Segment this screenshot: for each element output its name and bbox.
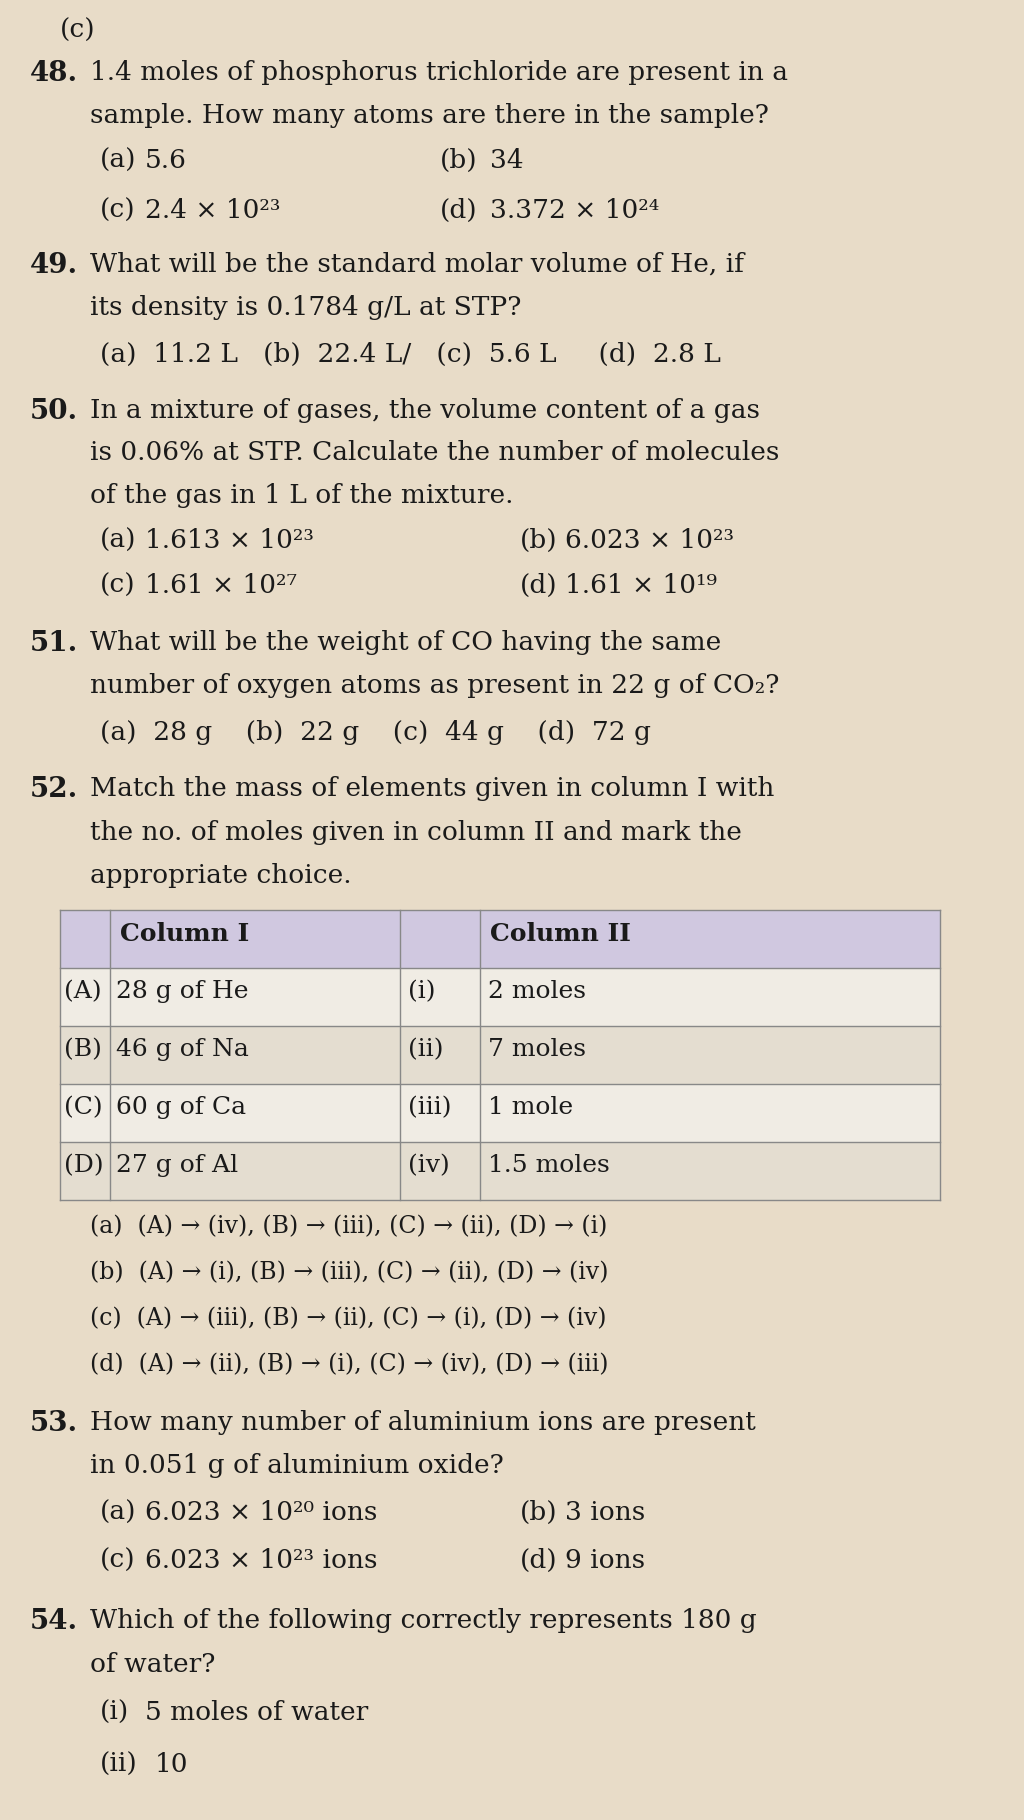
- Text: 1.5 moles: 1.5 moles: [488, 1154, 609, 1178]
- Text: 53.: 53.: [30, 1410, 78, 1438]
- Text: 51.: 51.: [30, 630, 78, 657]
- Text: 1.61 × 10²⁷: 1.61 × 10²⁷: [145, 573, 297, 599]
- Text: 50.: 50.: [30, 399, 78, 426]
- Bar: [60, 1026, 940, 1085]
- Text: 28 g of He: 28 g of He: [116, 979, 249, 1003]
- Text: 6.023 × 10²³: 6.023 × 10²³: [565, 528, 734, 553]
- Text: of water?: of water?: [90, 1653, 215, 1676]
- Text: 52.: 52.: [30, 775, 78, 803]
- Text: sample. How many atoms are there in the sample?: sample. How many atoms are there in the …: [90, 104, 769, 127]
- Text: Column I: Column I: [120, 923, 249, 946]
- Bar: [60, 968, 940, 1026]
- Text: (a)  28 g    (b)  22 g    (c)  44 g    (d)  72 g: (a) 28 g (b) 22 g (c) 44 g (d) 72 g: [100, 721, 651, 744]
- Text: of the gas in 1 L of the mixture.: of the gas in 1 L of the mixture.: [90, 482, 513, 508]
- Text: 5.6: 5.6: [145, 147, 186, 173]
- Text: 7 moles: 7 moles: [488, 1037, 586, 1061]
- Text: (iv): (iv): [408, 1154, 450, 1178]
- Text: 60 g of Ca: 60 g of Ca: [116, 1096, 246, 1119]
- Text: 34: 34: [490, 147, 523, 173]
- Bar: [60, 910, 940, 968]
- Text: (b): (b): [520, 528, 558, 553]
- Text: (c): (c): [100, 1549, 135, 1572]
- Text: 6.023 × 10²⁰ ions: 6.023 × 10²⁰ ions: [145, 1500, 378, 1525]
- Text: 5 moles of water: 5 moles of water: [145, 1700, 369, 1725]
- Text: 46 g of Na: 46 g of Na: [116, 1037, 249, 1061]
- Text: (iii): (iii): [408, 1096, 452, 1119]
- Text: the no. of moles given in column II and mark the: the no. of moles given in column II and …: [90, 821, 741, 844]
- Text: (a): (a): [100, 528, 136, 553]
- Text: (d): (d): [520, 573, 558, 599]
- Text: (a)  11.2 L   (b)  22.4 L/   (c)  5.6 L     (d)  2.8 L: (a) 11.2 L (b) 22.4 L/ (c) 5.6 L (d) 2.8…: [100, 342, 721, 368]
- Text: 1.61 × 10¹⁹: 1.61 × 10¹⁹: [565, 573, 717, 599]
- Text: (D): (D): [63, 1154, 103, 1178]
- Text: (b)  (A) → (i), (B) → (iii), (C) → (ii), (D) → (iv): (b) (A) → (i), (B) → (iii), (C) → (ii), …: [90, 1261, 608, 1283]
- Text: 54.: 54.: [30, 1609, 78, 1634]
- Text: (ii): (ii): [408, 1037, 443, 1061]
- Bar: [60, 1141, 940, 1199]
- Text: (a)  (A) → (iv), (B) → (iii), (C) → (ii), (D) → (i): (a) (A) → (iv), (B) → (iii), (C) → (ii),…: [90, 1216, 607, 1238]
- Text: (b): (b): [520, 1500, 558, 1525]
- Text: 1.4 moles of phosphorus trichloride are present in a: 1.4 moles of phosphorus trichloride are …: [90, 60, 788, 86]
- Text: Column II: Column II: [490, 923, 631, 946]
- Text: 3 ions: 3 ions: [565, 1500, 645, 1525]
- Text: What will be the standard molar volume of He, if: What will be the standard molar volume o…: [90, 251, 743, 277]
- Text: number of oxygen atoms as present in 22 g of CO₂?: number of oxygen atoms as present in 22 …: [90, 673, 779, 699]
- Text: 10: 10: [155, 1753, 188, 1776]
- Text: 9 ions: 9 ions: [565, 1549, 645, 1572]
- Text: Which of the following correctly represents 180 g: Which of the following correctly represe…: [90, 1609, 757, 1633]
- Text: its density is 0.1784 g/L at STP?: its density is 0.1784 g/L at STP?: [90, 295, 521, 320]
- Text: (i): (i): [408, 979, 435, 1003]
- Text: 6.023 × 10²³ ions: 6.023 × 10²³ ions: [145, 1549, 378, 1572]
- Text: in 0.051 g of aluminium oxide?: in 0.051 g of aluminium oxide?: [90, 1452, 504, 1478]
- Text: (a): (a): [100, 1500, 136, 1525]
- Text: 1.613 × 10²³: 1.613 × 10²³: [145, 528, 314, 553]
- Text: (c)  (A) → (iii), (B) → (ii), (C) → (i), (D) → (iv): (c) (A) → (iii), (B) → (ii), (C) → (i), …: [90, 1307, 606, 1330]
- Bar: [60, 1085, 940, 1141]
- Text: is 0.06% at STP. Calculate the number of molecules: is 0.06% at STP. Calculate the number of…: [90, 440, 779, 464]
- Text: (d)  (A) → (ii), (B) → (i), (C) → (iv), (D) → (iii): (d) (A) → (ii), (B) → (i), (C) → (iv), (…: [90, 1352, 608, 1376]
- Text: 2.4 × 10²³: 2.4 × 10²³: [145, 198, 281, 224]
- Text: 2 moles: 2 moles: [488, 979, 586, 1003]
- Text: (c): (c): [100, 198, 135, 224]
- Text: (a): (a): [100, 147, 136, 173]
- Text: 3.372 × 10²⁴: 3.372 × 10²⁴: [490, 198, 659, 224]
- Text: (i): (i): [100, 1700, 129, 1725]
- Text: 49.: 49.: [30, 251, 78, 278]
- Text: How many number of aluminium ions are present: How many number of aluminium ions are pr…: [90, 1410, 756, 1434]
- Text: (ii): (ii): [100, 1753, 138, 1776]
- Text: (C): (C): [63, 1096, 102, 1119]
- Text: (d): (d): [440, 198, 477, 224]
- Text: (d): (d): [520, 1549, 558, 1572]
- Text: Match the mass of elements given in column I with: Match the mass of elements given in colu…: [90, 775, 774, 801]
- Text: In a mixture of gases, the volume content of a gas: In a mixture of gases, the volume conten…: [90, 399, 760, 422]
- Text: 1 mole: 1 mole: [488, 1096, 573, 1119]
- Text: (c): (c): [60, 18, 95, 44]
- Text: (b): (b): [440, 147, 477, 173]
- Text: (B): (B): [63, 1037, 101, 1061]
- Text: appropriate choice.: appropriate choice.: [90, 863, 351, 888]
- Text: 48.: 48.: [30, 60, 78, 87]
- Text: What will be the weight of CO having the same: What will be the weight of CO having the…: [90, 630, 721, 655]
- Text: 27 g of Al: 27 g of Al: [116, 1154, 239, 1178]
- Text: (A): (A): [63, 979, 101, 1003]
- Text: (c): (c): [100, 573, 135, 599]
